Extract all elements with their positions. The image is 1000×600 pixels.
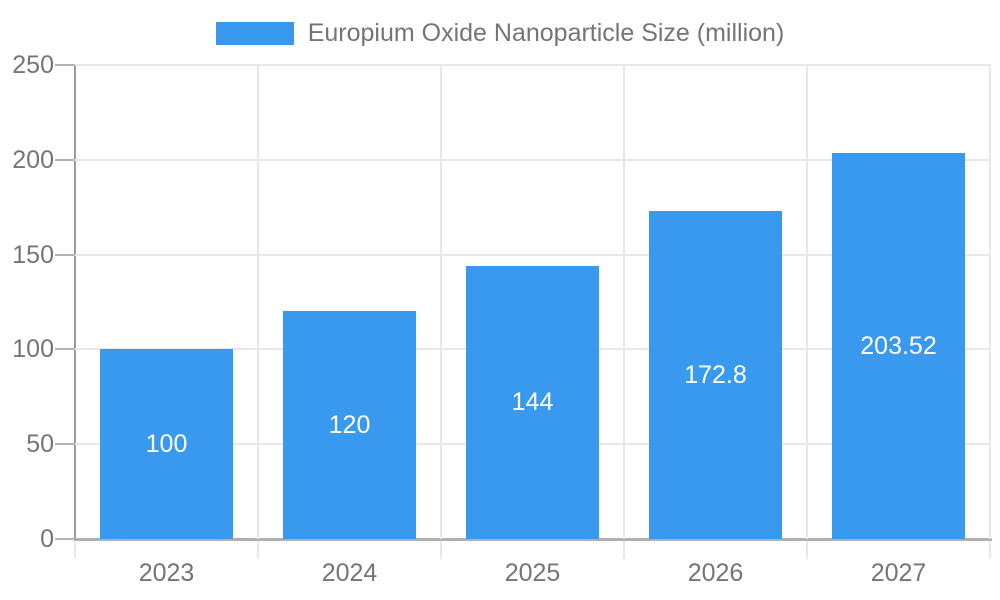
bar-2026[interactable]: 172.8 xyxy=(649,211,782,539)
y-axis-tick xyxy=(55,348,75,351)
y-axis-tick-label: 0 xyxy=(40,525,54,553)
gridline-x-boundary xyxy=(440,65,442,539)
x-axis-label-2023: 2023 xyxy=(138,559,195,587)
legend-swatch xyxy=(215,22,294,45)
y-axis-tick-label: 150 xyxy=(12,240,54,269)
gridline-y-200 xyxy=(75,158,990,161)
y-axis-tick xyxy=(55,158,75,161)
legend-label: Europium Oxide Nanoparticle Size (millio… xyxy=(307,19,785,47)
y-axis-tick xyxy=(55,443,75,446)
bar-2023[interactable]: 100 xyxy=(100,349,233,539)
gridline-x-boundary xyxy=(257,65,259,539)
x-axis-label-2026: 2026 xyxy=(687,559,744,587)
x-axis-tick xyxy=(806,541,808,559)
legend[interactable]: Europium Oxide Nanoparticle Size (millio… xyxy=(0,19,1000,48)
x-axis-tick xyxy=(440,541,442,559)
y-axis-tick xyxy=(55,253,75,256)
y-axis-tick-label: 100 xyxy=(12,335,54,364)
gridline-x-boundary xyxy=(989,65,991,539)
bar-2024[interactable]: 120 xyxy=(283,311,416,539)
bar-2027[interactable]: 203.52 xyxy=(832,153,965,539)
gridline-y-250 xyxy=(75,64,990,66)
y-axis-tick-label: 50 xyxy=(26,430,54,459)
y-axis-tick xyxy=(55,64,75,66)
bar-value-label: 100 xyxy=(145,429,188,458)
x-axis-line xyxy=(74,538,992,541)
bar-2025[interactable]: 144 xyxy=(466,265,599,539)
x-axis-tick xyxy=(623,541,625,559)
x-axis-tick xyxy=(989,541,991,559)
x-axis-tick xyxy=(257,541,259,559)
bar-value-label: 203.52 xyxy=(860,331,937,360)
y-axis-line xyxy=(74,65,76,559)
plot-area: 100 120 144 172.8 203.52 xyxy=(75,64,991,539)
x-axis-label-2025: 2025 xyxy=(504,559,561,587)
bar-value-label: 144 xyxy=(511,387,554,416)
y-axis-tick-label: 250 xyxy=(12,51,54,79)
bar-value-label: 120 xyxy=(328,410,371,439)
y-axis-tick-label: 200 xyxy=(12,145,54,174)
gridline-x-boundary xyxy=(806,65,808,539)
x-axis-label-2027: 2027 xyxy=(870,559,927,587)
bar-value-label: 172.8 xyxy=(684,360,747,389)
x-axis-label-2024: 2024 xyxy=(321,559,378,587)
x-axis-tick xyxy=(74,541,76,559)
y-axis-tick xyxy=(55,538,75,540)
gridline-x-boundary xyxy=(623,65,625,539)
gridline-y-150 xyxy=(75,253,990,256)
